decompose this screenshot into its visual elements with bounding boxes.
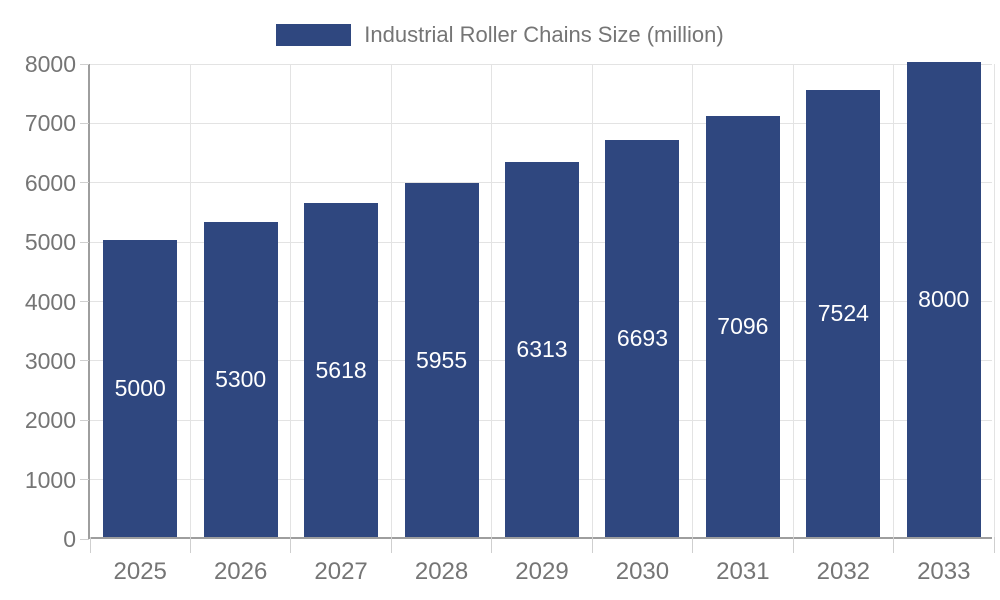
plot-area: 0 1000 2000 3000 4000 5000 6000 7000 8000 5000 202… <box>25 51 995 585</box>
x-axis-label: 2027 <box>314 558 368 585</box>
x-axis-label: 2026 <box>213 558 268 585</box>
y-axis-tick <box>80 419 89 421</box>
y-axis-tick <box>80 182 89 184</box>
x-gridline <box>692 64 694 537</box>
bar[interactable]: 7096 <box>705 115 780 537</box>
y-axis-label: 0 <box>63 526 76 552</box>
x-axis-tick <box>591 537 593 553</box>
x-axis-label: 2029 <box>515 558 569 585</box>
x-axis-label: 2025 <box>113 558 167 585</box>
x-gridline <box>189 64 191 537</box>
bar[interactable]: 8000 <box>906 62 981 537</box>
x-axis-label: 2030 <box>615 558 670 585</box>
bar-value-label: 6693 <box>616 324 669 351</box>
x-axis-tick <box>792 537 794 553</box>
bar[interactable]: 5300 <box>203 222 278 537</box>
y-axis-tick <box>80 63 89 65</box>
bar[interactable]: 6693 <box>605 139 680 537</box>
x-axis-tick <box>491 537 493 553</box>
y-axis-tick <box>80 479 89 481</box>
legend[interactable]: Industrial Roller Chains Size (million) <box>0 21 1000 49</box>
y-axis-label: 3000 <box>24 347 76 374</box>
x-gridline <box>893 64 895 537</box>
x-gridline <box>390 64 392 537</box>
x-axis-tick <box>993 537 995 553</box>
y-axis-tick <box>80 241 89 243</box>
bar-value-label: 5618 <box>315 356 367 383</box>
x-gridline <box>792 64 794 537</box>
x-axis-tick <box>692 537 694 553</box>
x-axis-tick <box>89 537 91 553</box>
legend-label: Industrial Roller Chains Size (million) <box>364 22 724 47</box>
x-gridline <box>290 64 292 537</box>
bar-value-label: 7524 <box>817 300 869 327</box>
bar[interactable]: 6313 <box>505 162 579 537</box>
x-axis-tick <box>893 537 895 553</box>
bar-value-label: 5955 <box>415 346 468 373</box>
x-axis-tick <box>390 537 392 553</box>
y-axis-label: 8000 <box>24 51 76 77</box>
bar[interactable]: 7524 <box>806 90 881 537</box>
x-axis-tick <box>189 537 191 553</box>
y-axis-label: 2000 <box>24 407 76 434</box>
y-axis-label: 1000 <box>24 466 76 493</box>
x-axis-label: 2028 <box>414 558 469 585</box>
y-axis-tick <box>80 360 89 362</box>
x-axis-label: 2033 <box>917 558 971 585</box>
bar-value-label: 7096 <box>717 312 769 339</box>
y-gridline <box>90 63 992 65</box>
x-axis-label: 2032 <box>816 558 871 585</box>
bar[interactable]: 5618 <box>304 203 379 537</box>
bar[interactable]: 5955 <box>404 183 479 537</box>
bar[interactable]: 5000 <box>103 240 178 537</box>
y-axis-label: 6000 <box>24 169 76 196</box>
x-gridline <box>491 64 493 537</box>
x-axis-tick <box>290 537 292 553</box>
x-axis-label: 2031 <box>716 558 770 585</box>
y-axis-label: 4000 <box>24 288 76 315</box>
x-gridline <box>591 64 593 537</box>
y-axis-tick <box>80 122 89 124</box>
bar-value-label: 6313 <box>516 336 568 363</box>
y-axis-label: 5000 <box>24 229 76 256</box>
bar-value-label: 5300 <box>215 366 267 393</box>
bar-value-label: 8000 <box>918 286 970 312</box>
y-axis-label: 7000 <box>24 110 76 137</box>
bar-value-label: 5000 <box>114 375 166 402</box>
legend-swatch <box>276 24 352 46</box>
y-axis-tick <box>80 301 89 302</box>
x-gridline <box>993 64 995 537</box>
y-gridline <box>90 122 992 124</box>
y-axis-tick <box>80 538 89 540</box>
